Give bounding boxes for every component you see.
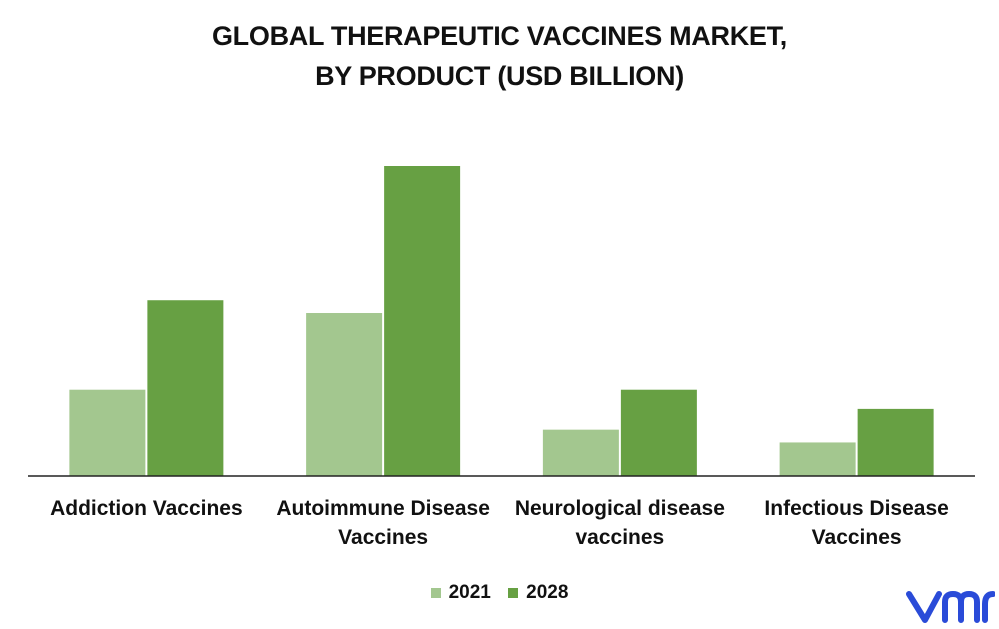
bar-2028-1 (384, 166, 461, 476)
bar-2021-1 (306, 313, 383, 476)
chart-title: GLOBAL THERAPEUTIC VACCINES MARKET, BY P… (0, 16, 999, 96)
x-tick-label-1-0: Autoimmune Disease (276, 497, 490, 520)
bar-2028-2 (620, 389, 697, 476)
legend-swatch-2028 (508, 588, 519, 598)
x-tick-label-1-1: Vaccines (338, 526, 428, 549)
bar-2021-3 (779, 442, 856, 476)
bar-2028-0 (147, 300, 224, 476)
legend-item-2021: 2021 (430, 582, 491, 604)
chart-title-line-2: BY PRODUCT (USD BILLION) (315, 61, 684, 91)
legend-label-2028: 2028 (526, 582, 569, 603)
chart-legend: 2021 2028 (0, 582, 999, 604)
legend-label-2021: 2021 (448, 582, 491, 603)
legend-item-2028: 2028 (508, 582, 568, 604)
x-tick-label-2-0: Neurological disease (515, 497, 725, 520)
bar-2021-0 (69, 389, 146, 476)
x-tick-label-0-0: Addiction Vaccines (50, 497, 243, 520)
bar-2028-3 (857, 408, 934, 476)
vmr-logo-icon (906, 591, 995, 623)
legend-swatch-2021 (430, 588, 441, 598)
x-tick-label-3-1: Vaccines (812, 526, 902, 549)
x-tick-label-2-1: vaccines (576, 526, 665, 549)
chart-title-line-1: GLOBAL THERAPEUTIC VACCINES MARKET, (211, 21, 788, 51)
bar-2021-2 (542, 429, 619, 476)
x-tick-label-3-0: Infectious Disease (764, 497, 948, 520)
